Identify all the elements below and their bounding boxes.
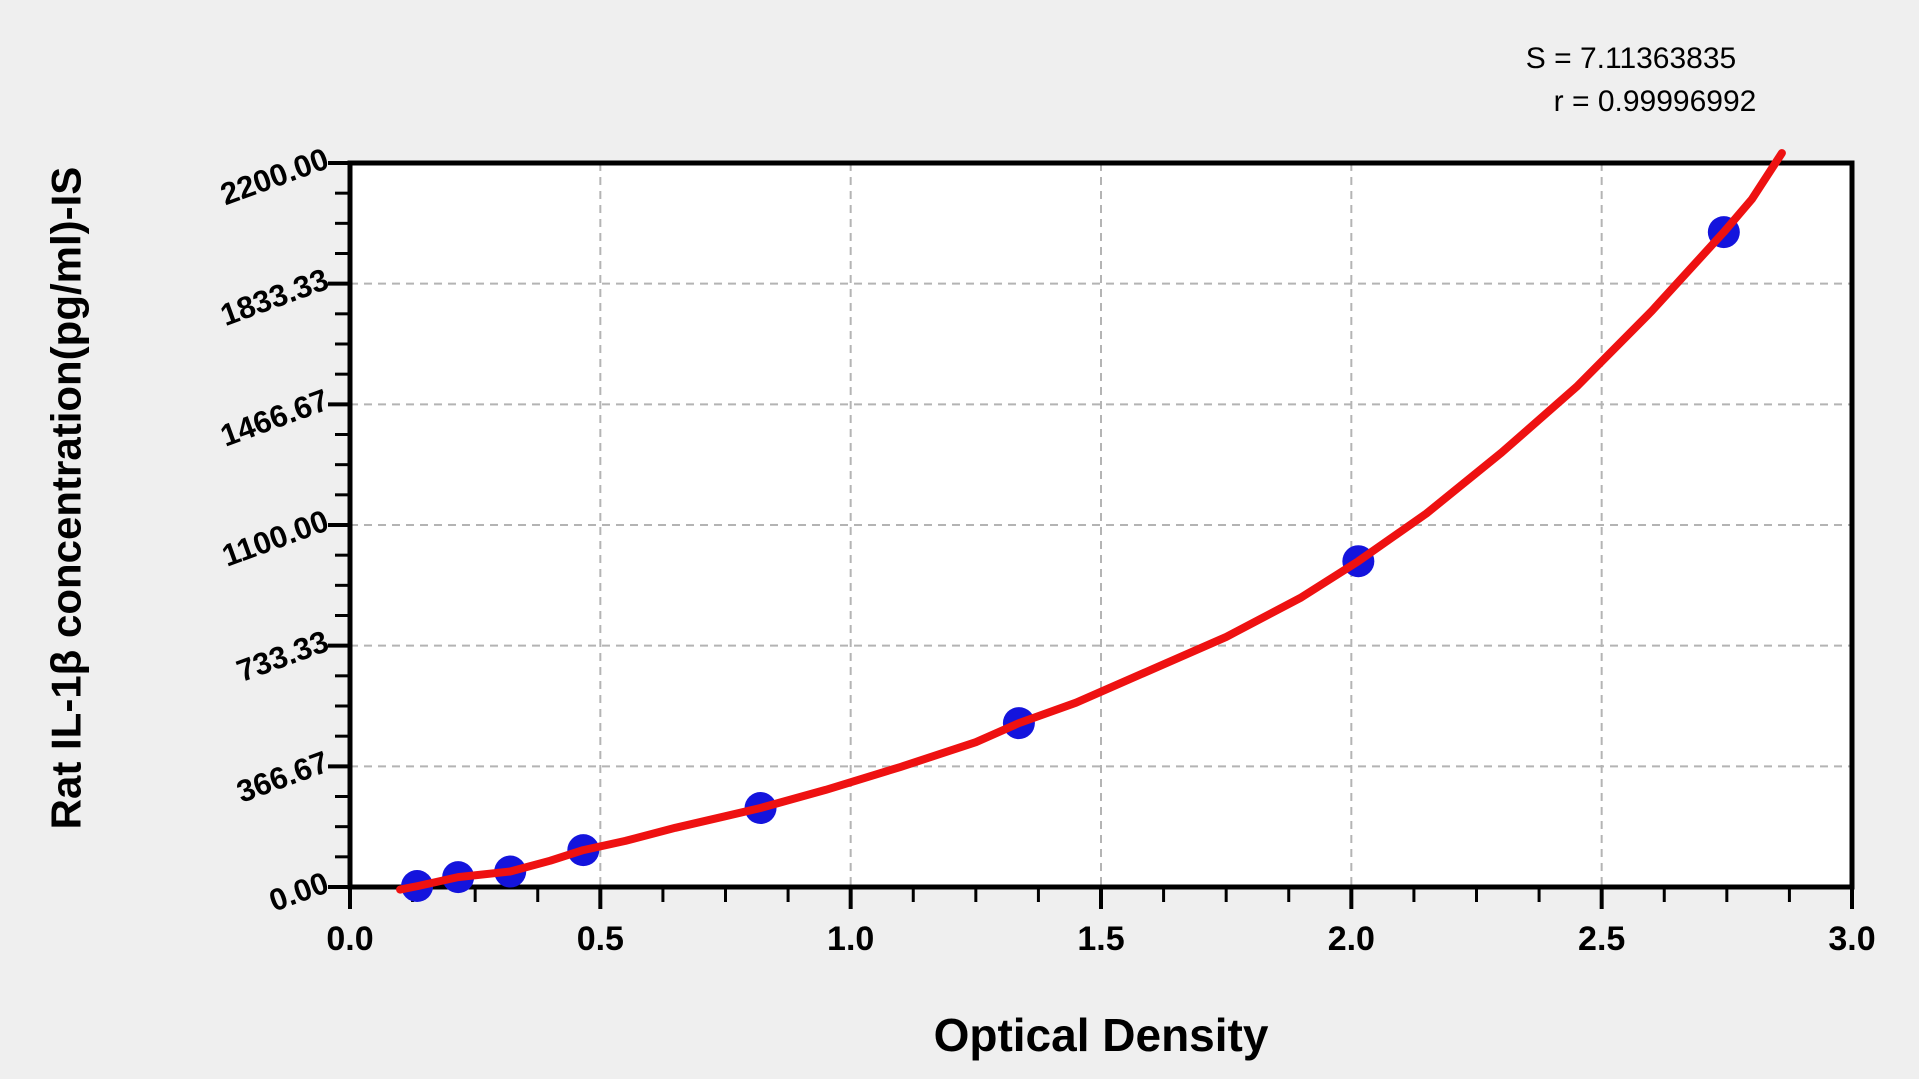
y-tick-label: 2200.00 xyxy=(216,141,333,212)
y-tick-label: 733.33 xyxy=(232,624,333,689)
x-tick-label: 0.0 xyxy=(326,920,373,958)
fit-curve xyxy=(396,149,1786,894)
x-tick-label: 2.5 xyxy=(1578,920,1625,958)
stat-r-value: r = 0.99996992 xyxy=(1554,85,1757,118)
y-axis-title: Rat IL-1β concentration(pg/ml)-IS xyxy=(43,167,90,830)
x-tick-label: 1.5 xyxy=(1077,920,1124,958)
chart-layers: 0.00 366.67 733.33 1100.00 1466.67 1833.33 220… xyxy=(216,141,1876,958)
x-tick-label: 1.0 xyxy=(827,920,874,958)
stat-s-value: S = 7.11363835 xyxy=(1526,42,1736,75)
x-tick-label: 2.0 xyxy=(1328,920,1375,958)
y-tick-label: 0.00 xyxy=(264,865,333,919)
y-tick-label: 1100.00 xyxy=(217,503,333,574)
y-tick-label: 1466.67 xyxy=(216,382,333,453)
x-tick-label: 0.5 xyxy=(577,920,624,958)
y-tick-label: 1833.33 xyxy=(216,262,333,333)
x-tick-label: 3.0 xyxy=(1828,920,1875,958)
x-axis-title: Optical Density xyxy=(934,1009,1269,1061)
y-tick-label: 366.67 xyxy=(232,744,333,809)
